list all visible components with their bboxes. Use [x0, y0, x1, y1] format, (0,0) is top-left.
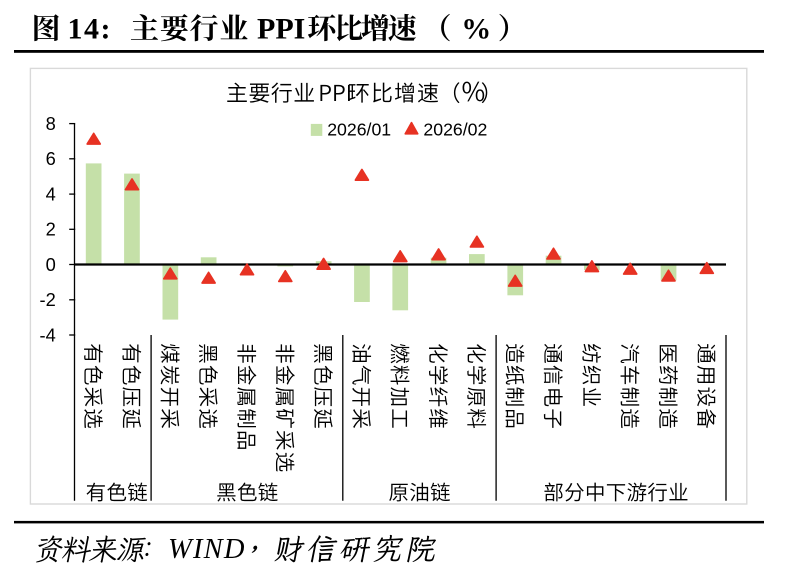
svg-text:WIND: WIND	[168, 534, 246, 565]
svg-text:%: %	[461, 13, 491, 46]
svg-text:2: 2	[46, 219, 56, 240]
svg-text:2026/02: 2026/02	[423, 120, 487, 140]
svg-text:14:: 14:	[68, 13, 113, 46]
svg-text:-4: -4	[40, 324, 56, 345]
svg-text:4: 4	[46, 183, 56, 204]
svg-text:-2: -2	[40, 289, 56, 310]
svg-text:0: 0	[46, 254, 56, 275]
svg-text:6: 6	[46, 148, 56, 169]
svg-text:2026/01: 2026/01	[327, 120, 391, 140]
svg-text:8: 8	[46, 113, 56, 134]
svg-text:PPI: PPI	[257, 13, 305, 46]
